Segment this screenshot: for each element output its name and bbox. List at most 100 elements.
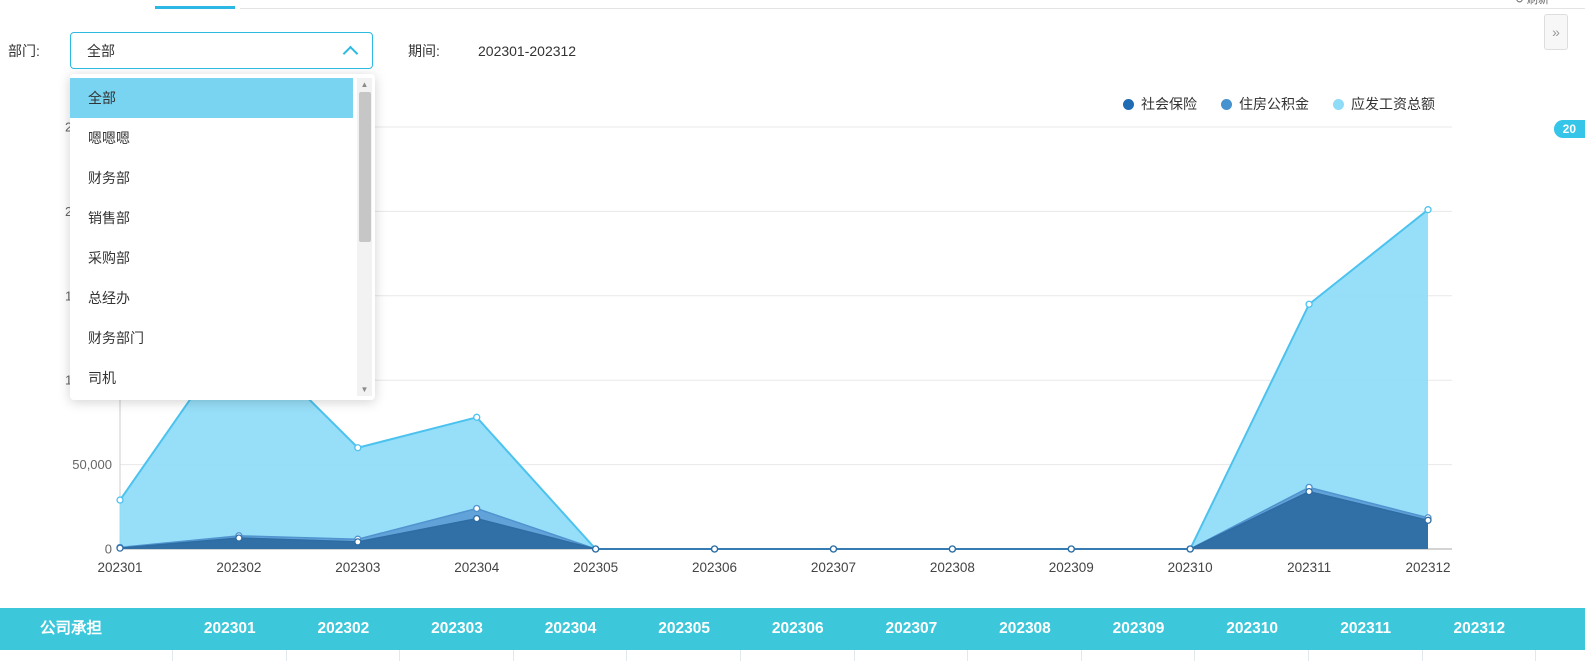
legend-dot-icon [1333, 98, 1344, 110]
data-point-marker [1305, 300, 1313, 308]
dropdown-option[interactable]: 财务部 [88, 170, 130, 186]
table-header-cell: 202305 [658, 620, 711, 637]
scrollbar-thumb[interactable] [358, 92, 371, 242]
data-point-marker [235, 534, 243, 542]
data-point-marker [116, 543, 124, 552]
topbar-divider [240, 8, 1585, 9]
refresh-button[interactable]: ↻ 刷新 [1515, 0, 1549, 7]
legend-item[interactable]: 应发工资总额 [1333, 94, 1435, 114]
legend-item[interactable]: 住房公积金 [1221, 94, 1309, 114]
legend-label: 应发工资总额 [1351, 96, 1435, 112]
data-point-marker [354, 535, 362, 543]
period-label: 期间: [408, 43, 440, 59]
table-cell [173, 650, 287, 661]
active-tab-indicator [155, 6, 235, 9]
data-point-marker [829, 545, 838, 553]
table-cell [854, 650, 969, 661]
x-axis-tick-label: 202301 [97, 560, 142, 575]
legend-item[interactable]: 社会保险 [1123, 94, 1197, 114]
x-axis-tick-label: 202304 [454, 560, 500, 575]
table-header-cell: 202308 [999, 620, 1051, 637]
dropdown-option[interactable]: 销售部 [88, 210, 130, 226]
department-dropdown: 全部嗯嗯嗯财务部销售部采购部总经办财务部门司机 ▲ ▼ [70, 74, 375, 400]
scroll-down-icon[interactable]: ▼ [360, 385, 369, 394]
table-cell [1308, 650, 1423, 661]
series-社会保险 [116, 487, 1432, 553]
data-point-marker [354, 538, 362, 546]
table-cell [627, 650, 741, 661]
data-point-marker [1067, 545, 1075, 553]
chevron-up-icon [342, 45, 359, 61]
table-header-cell: 202309 [1112, 620, 1165, 637]
x-axis-tick-label: 202306 [692, 560, 737, 575]
table-cell [1081, 650, 1196, 661]
dropdown-scrollbar[interactable]: ▲ ▼ [357, 78, 372, 396]
table-header-cell: 公司承担 [40, 620, 103, 637]
data-point-marker [710, 545, 719, 553]
data-point-marker [1067, 545, 1075, 553]
table-cell [286, 650, 401, 661]
table-header-cell: 202306 [771, 620, 824, 637]
y-axis-tick-label: 50,000 [72, 457, 112, 472]
table-cell [513, 650, 628, 661]
refresh-icon: ↻ [1514, 0, 1527, 6]
data-point-marker [473, 514, 481, 523]
table-cell [1195, 650, 1309, 661]
data-point-marker [1186, 545, 1194, 553]
x-axis-tick-label: 202307 [811, 560, 856, 575]
dropdown-option[interactable]: 全部 [70, 78, 353, 118]
table-cell [968, 650, 1082, 661]
data-point-marker [473, 413, 481, 421]
table-header-cell: 202310 [1226, 620, 1278, 637]
legend-dot-icon [1221, 98, 1232, 110]
table-cell [1422, 650, 1537, 661]
data-point-marker [1186, 545, 1194, 553]
table-cell [0, 650, 173, 661]
data-point-marker [1424, 514, 1432, 522]
x-axis-tick-label: 202305 [573, 560, 618, 575]
dropdown-option[interactable]: 采购部 [88, 250, 130, 266]
data-point-marker [591, 545, 600, 553]
legend-dot-icon [1123, 98, 1134, 110]
x-axis-tick-label: 202308 [930, 560, 975, 575]
table-header-cell: 202301 [203, 620, 256, 637]
dropdown-option[interactable]: 司机 [88, 370, 116, 386]
scroll-up-icon[interactable]: ▲ [360, 80, 369, 89]
y-axis-tick-label: 0 [105, 542, 112, 557]
table-header-cell: 202312 [1453, 620, 1506, 637]
data-point-marker [1067, 545, 1075, 553]
dropdown-option[interactable]: 财务部门 [88, 330, 144, 346]
x-axis-tick-label: 202312 [1405, 560, 1450, 575]
data-point-marker [116, 496, 124, 504]
department-select[interactable]: 全部 [70, 32, 373, 69]
data-point-marker [354, 444, 362, 452]
legend-label: 社会保险 [1141, 96, 1197, 112]
table-header-cell: 202302 [317, 620, 370, 637]
table-cell [740, 650, 855, 661]
collapse-panel-button[interactable]: » [1544, 14, 1568, 50]
table-header-cell: 202303 [431, 620, 483, 637]
period-value: 202301-202312 [478, 43, 577, 59]
data-point-marker [710, 545, 719, 553]
table-cell [400, 650, 514, 661]
department-label: 部门: [8, 43, 40, 59]
data-point-marker [829, 545, 838, 553]
data-point-marker [116, 544, 124, 552]
data-point-marker [1186, 545, 1194, 553]
company-burden-table-header: 公司承担 202301 202302 202303 202304 202305 202306… [0, 608, 1585, 650]
dropdown-option[interactable]: 总经办 [88, 290, 130, 306]
data-point-marker [591, 545, 600, 553]
data-point-marker [235, 532, 243, 540]
data-point-marker [948, 545, 957, 553]
data-point-marker [948, 545, 957, 553]
company-burden-table-row-partial [0, 650, 1585, 661]
data-point-marker [829, 545, 838, 553]
data-point-marker [473, 504, 481, 513]
x-axis-tick-label: 202309 [1049, 560, 1094, 575]
data-point-marker [1305, 483, 1313, 492]
double-chevron-right-icon: » [1552, 24, 1560, 40]
data-point-marker [1424, 206, 1432, 214]
dropdown-option[interactable]: 嗯嗯嗯 [88, 130, 130, 146]
chart-legend: 社会保险 住房公积金 应发工资总额 [1123, 94, 1435, 114]
refresh-label: 刷新 [1527, 0, 1549, 6]
